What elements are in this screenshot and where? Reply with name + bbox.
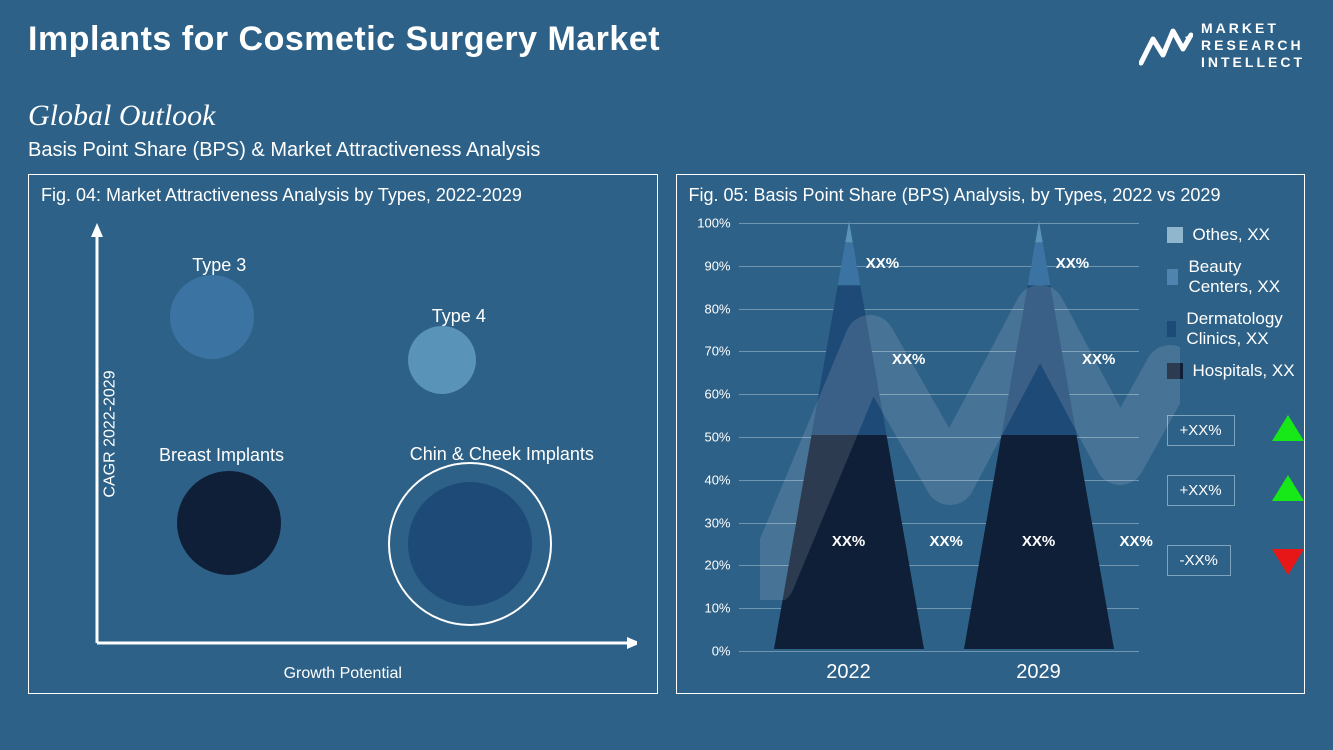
legend-item: Othes, XX xyxy=(1167,225,1301,245)
legend-swatch xyxy=(1167,363,1183,379)
cone-2029: XX%XX%XX%XX% xyxy=(964,221,1114,649)
x-axis-label: Growth Potential xyxy=(284,665,402,683)
legend-label: Othes, XX xyxy=(1193,225,1270,245)
y-tick: 60% xyxy=(704,387,730,402)
legend: Othes, XX Beauty Centers, XX Dermatology C… xyxy=(1167,225,1301,393)
y-tick: 40% xyxy=(704,472,730,487)
delta-box: -XX% xyxy=(1167,545,1231,576)
triangle-up-icon xyxy=(1272,415,1304,441)
bubble-2 xyxy=(177,471,281,575)
legend-swatch xyxy=(1167,321,1177,337)
x-category-label: 2022 xyxy=(826,661,871,684)
cone-value-label: XX% xyxy=(892,351,925,368)
cone-seg-Dermatology Clinics xyxy=(1001,285,1076,435)
bubble-plot-area: Type 3 Type 4 Breast Implants Chin & Cheek … xyxy=(89,223,637,649)
cone-2022: XX%XX%XX%XX% xyxy=(774,221,924,649)
cone-svg xyxy=(774,221,924,649)
y-tick: 70% xyxy=(704,344,730,359)
cone-value-label-center: XX% xyxy=(1022,533,1055,550)
legend-label: Dermatology Clinics, XX xyxy=(1186,309,1300,349)
bubble-label-3: Chin & Cheek Implants xyxy=(410,444,594,465)
y-tick: 80% xyxy=(704,301,730,316)
logo-line2: RESEARCH xyxy=(1201,37,1305,54)
cone-value-label: XX% xyxy=(1056,255,1089,272)
subheader-desc: Basis Point Share (BPS) & Market Attract… xyxy=(28,139,1305,162)
brand-logo: MARKET RESEARCH INTELLECT xyxy=(1139,20,1305,71)
bps-panel: Fig. 05: Basis Point Share (BPS) Analysi… xyxy=(676,174,1306,694)
cone-value-label: XX% xyxy=(866,255,899,272)
left-panel-title: Fig. 04: Market Attractiveness Analysis … xyxy=(41,185,645,206)
grid-line xyxy=(739,651,1139,652)
bubble-label-1: Type 4 xyxy=(432,306,486,327)
cone-seg-Beauty Centers xyxy=(837,242,860,285)
legend-item: Beauty Centers, XX xyxy=(1167,257,1301,297)
delta-box: +XX% xyxy=(1167,475,1235,506)
cone-value-label: XX% xyxy=(930,533,963,550)
legend-item: Dermatology Clinics, XX xyxy=(1167,309,1301,349)
y-tick: 50% xyxy=(704,430,730,445)
bubble-3 xyxy=(408,482,532,606)
triangle-down-icon xyxy=(1272,549,1304,575)
attractiveness-panel: Fig. 04: Market Attractiveness Analysis … xyxy=(28,174,658,694)
y-tick: 100% xyxy=(697,216,730,231)
legend-swatch xyxy=(1167,227,1183,243)
subheader: Global Outlook Basis Point Share (BPS) &… xyxy=(28,99,1305,162)
cone-chart-area: 0%10%20%30%40%50%60%70%80%90%100%XX%XX%X… xyxy=(739,223,1139,649)
cone-seg-Othes xyxy=(1035,221,1043,242)
right-panel-title: Fig. 05: Basis Point Share (BPS) Analysi… xyxy=(689,185,1293,206)
triangle-up-icon xyxy=(1272,475,1304,501)
bubble-label-2: Breast Implants xyxy=(159,445,284,466)
panels-row: Fig. 04: Market Attractiveness Analysis … xyxy=(28,174,1305,694)
legend-label: Beauty Centers, XX xyxy=(1188,257,1300,297)
y-tick: 30% xyxy=(704,515,730,530)
page-title: Implants for Cosmetic Surgery Market xyxy=(28,20,660,59)
logo-line3: INTELLECT xyxy=(1201,54,1305,71)
cone-value-label: XX% xyxy=(1120,533,1153,550)
bubble-0 xyxy=(170,275,254,359)
cone-seg-Dermatology Clinics xyxy=(811,285,886,435)
logo-text: MARKET RESEARCH INTELLECT xyxy=(1201,20,1305,71)
y-tick: 10% xyxy=(704,601,730,616)
page-root: Implants for Cosmetic Surgery Market MAR… xyxy=(0,0,1333,750)
y-tick: 20% xyxy=(704,558,730,573)
cone-seg-Othes xyxy=(845,221,853,242)
x-category-label: 2029 xyxy=(1016,661,1061,684)
bubble-1 xyxy=(408,326,476,394)
header: Implants for Cosmetic Surgery Market MAR… xyxy=(28,20,1305,71)
cone-seg-Beauty Centers xyxy=(1027,242,1050,285)
logo-line1: MARKET xyxy=(1201,20,1305,37)
subheader-title: Global Outlook xyxy=(28,99,1305,133)
cone-value-label-center: XX% xyxy=(832,533,865,550)
y-tick: 0% xyxy=(712,644,731,659)
delta-box: +XX% xyxy=(1167,415,1235,446)
cone-svg xyxy=(964,221,1114,649)
y-tick: 90% xyxy=(704,258,730,273)
axes-svg xyxy=(89,223,637,649)
logo-mark-icon xyxy=(1139,25,1193,67)
cone-value-label: XX% xyxy=(1082,351,1115,368)
legend-label: Hospitals, XX xyxy=(1193,361,1295,381)
legend-swatch xyxy=(1167,269,1179,285)
legend-item: Hospitals, XX xyxy=(1167,361,1301,381)
bubble-label-0: Type 3 xyxy=(192,255,246,276)
